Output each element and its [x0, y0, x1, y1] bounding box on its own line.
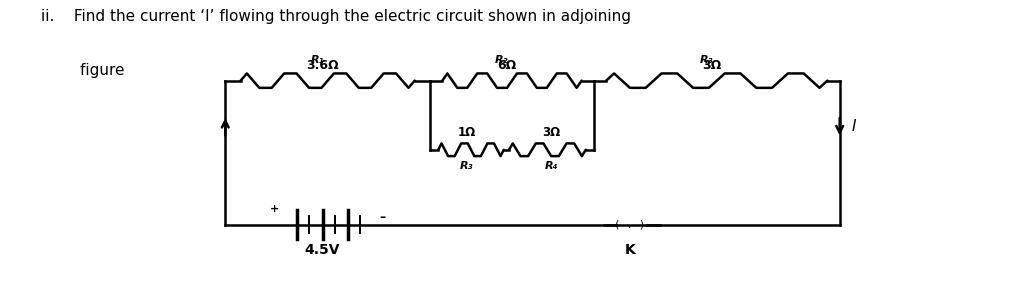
Text: R₃: R₃: [460, 161, 474, 171]
Text: 3Ω: 3Ω: [702, 59, 721, 72]
Text: R₂: R₂: [495, 55, 509, 65]
Text: R₃: R₃: [699, 55, 714, 65]
Text: 3.6Ω: 3.6Ω: [306, 59, 339, 72]
Text: +: +: [269, 204, 280, 214]
Text: R₁: R₁: [310, 55, 325, 65]
Text: ii.    Find the current ‘I’ flowing through the electric circuit shown in adjoin: ii. Find the current ‘I’ flowing through…: [41, 9, 631, 24]
Text: R₄: R₄: [545, 161, 558, 171]
Text: ( . ): ( . ): [614, 220, 645, 230]
Text: 3Ω: 3Ω: [543, 126, 560, 139]
Text: 1Ω: 1Ω: [458, 126, 476, 139]
Text: figure: figure: [41, 63, 125, 78]
Text: K: K: [625, 243, 635, 257]
Text: I: I: [852, 119, 856, 134]
Text: 4.5V: 4.5V: [305, 243, 340, 257]
Text: –: –: [379, 211, 385, 224]
Text: 6Ω: 6Ω: [498, 59, 516, 72]
